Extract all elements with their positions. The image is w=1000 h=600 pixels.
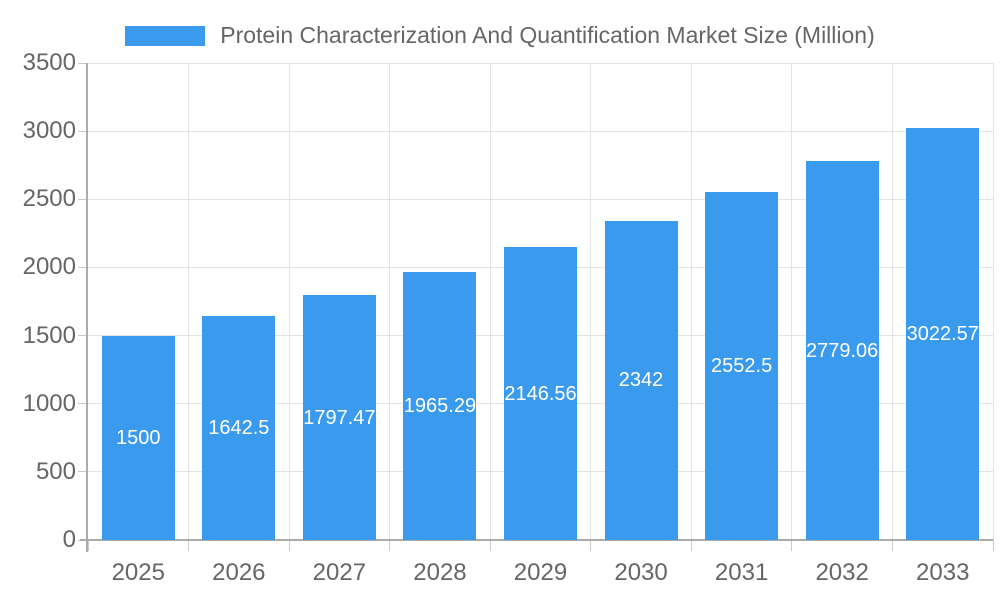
y-tick-label: 500	[35, 457, 76, 485]
bar[interactable]	[101, 335, 175, 540]
y-tick	[78, 130, 88, 132]
bar-value-label: 1797.47	[303, 406, 376, 429]
bar[interactable]	[906, 128, 980, 540]
grid-line-v	[992, 63, 994, 540]
bar[interactable]	[302, 295, 376, 540]
legend-swatch[interactable]	[125, 25, 206, 46]
x-axis-line	[80, 539, 993, 541]
y-tick-label: 1000	[22, 389, 76, 417]
bar-value-label: 2342	[618, 369, 664, 392]
y-tick-label: 1500	[22, 321, 76, 349]
x-tick-label: 2031	[714, 559, 769, 586]
bar-value-label: 2779.06	[806, 339, 879, 362]
y-tick-label: 3500	[22, 49, 76, 76]
x-tick-label: 2030	[614, 559, 668, 586]
grid-line-h	[88, 62, 993, 64]
y-tick	[78, 403, 88, 405]
y-tick	[78, 198, 88, 200]
y-tick	[78, 62, 88, 64]
y-tick-label: 3000	[22, 117, 76, 145]
grid-line-v	[590, 63, 592, 540]
x-tick-label: 2032	[815, 559, 869, 586]
x-tick	[690, 540, 692, 551]
bar-value-label: 2552.5	[711, 355, 773, 378]
legend: Protein Characterization And Quantificat…	[0, 22, 1000, 49]
y-tick	[78, 335, 88, 337]
bar[interactable]	[805, 161, 879, 540]
grid-line-v	[891, 63, 893, 540]
bar-value-label: 1500	[116, 426, 161, 449]
bar-value-label: 3022.57	[906, 323, 979, 346]
bar[interactable]	[604, 220, 678, 540]
x-tick-label: 2025	[111, 559, 165, 586]
bar[interactable]	[504, 247, 577, 540]
legend-series-label[interactable]: Protein Characterization And Quantificat…	[220, 22, 875, 48]
bar-value-label: 1965.29	[403, 395, 477, 418]
grid-line-v	[690, 63, 692, 540]
y-tick-label: 2500	[22, 185, 76, 213]
bar-value-label: 1642.5	[208, 417, 270, 440]
x-tick	[87, 540, 89, 551]
grid-line-h	[88, 198, 993, 200]
x-tick-label: 2026	[212, 559, 266, 586]
x-tick-label: 2033	[916, 559, 970, 586]
bar[interactable]	[403, 272, 477, 540]
grid-line-v	[791, 63, 793, 540]
y-tick-label: 2000	[22, 253, 76, 281]
x-tick-label: 2028	[413, 559, 467, 586]
grid-line-v	[489, 63, 491, 540]
x-tick-label: 2027	[312, 559, 367, 586]
x-tick	[188, 540, 190, 551]
x-tick	[288, 540, 290, 551]
y-axis-line	[86, 63, 88, 552]
x-tick	[791, 540, 793, 551]
grid-line-v	[389, 63, 391, 540]
bar[interactable]	[705, 192, 779, 540]
grid-line-v	[188, 63, 190, 540]
x-tick	[891, 540, 893, 551]
y-tick	[78, 266, 88, 268]
x-tick-label: 2029	[513, 559, 568, 586]
grid-line-v	[288, 63, 290, 540]
bar[interactable]	[202, 316, 276, 540]
bar-value-label: 2146.56	[504, 382, 577, 405]
y-tick	[78, 471, 88, 473]
x-tick	[389, 540, 391, 551]
x-tick	[992, 540, 994, 551]
y-tick-label: 0	[62, 526, 76, 553]
x-tick	[489, 540, 491, 551]
x-tick	[590, 540, 592, 551]
grid-line-h	[88, 130, 993, 132]
